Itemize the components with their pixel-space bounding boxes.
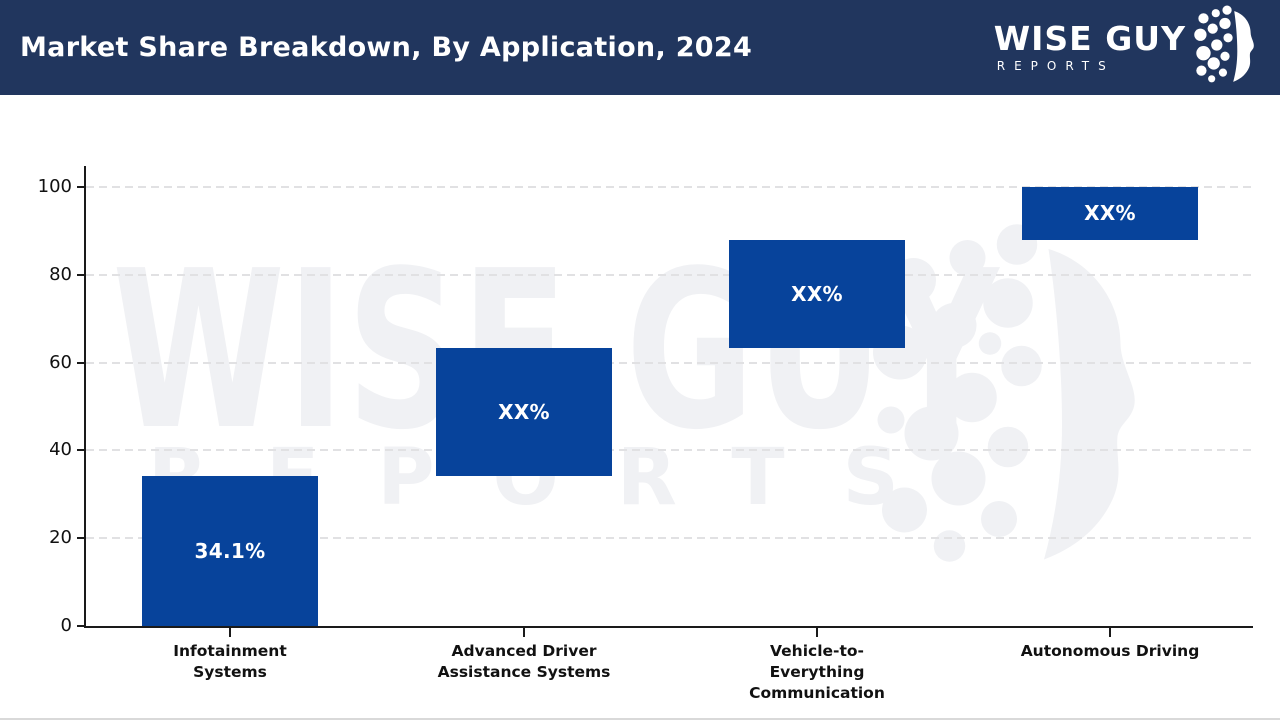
y-tick-label-0: 0 [60, 615, 72, 636]
y-tick-label-100: 100 [37, 176, 72, 197]
bar-label-infotainment: 34.1% [194, 539, 266, 564]
y-axis-spine [84, 166, 86, 628]
brand-subname: REPORTS [996, 59, 1115, 73]
x-axis-label-infotainment: Infotainment Systems [173, 642, 287, 681]
gridline-80 [86, 273, 1253, 276]
x-tick-advanced-driver [523, 628, 525, 637]
bar-vehicle-to: XX% [729, 239, 905, 348]
y-tick-40 [77, 449, 84, 452]
y-tick-label-20: 20 [49, 527, 72, 549]
y-tick-60 [77, 361, 84, 364]
bar-infotainment: 34.1% [142, 476, 318, 626]
x-axis-label-autonomous-driving: Autonomous Driving [1020, 642, 1200, 660]
x-tick-autonomous-driving [1109, 628, 1111, 637]
gridline-60 [86, 361, 1253, 364]
x-axis-label-vehicle-to: Vehicle-to- Everything Communication [749, 642, 885, 702]
watermark-head-profile-icon [848, 222, 1168, 586]
bar-advanced-driver: XX% [436, 347, 612, 477]
bar-label-vehicle-to: XX% [791, 281, 843, 306]
brand-logo-text: WISE GUY REPORTS [993, 19, 1186, 74]
y-tick-label-60: 60 [49, 351, 72, 373]
page-title: Market Share Breakdown, By Application, … [20, 32, 753, 63]
y-tick-80 [77, 273, 84, 276]
x-axis-spine [84, 626, 1253, 628]
chart-plot-area: 0 20 40 60 80 100 34.1% Infotainment Systems XX%… [0, 95, 1280, 718]
y-tick-100 [77, 186, 84, 188]
header-band: Market Share Breakdown, By Application, … [0, 0, 1280, 95]
gridline-100 [86, 186, 1253, 188]
y-tick-0 [77, 625, 84, 627]
y-tick-label-80: 80 [49, 263, 72, 285]
bar-label-advanced-driver: XX% [498, 399, 550, 424]
x-axis-label-advanced-driver: Advanced Driver Assistance Systems [437, 642, 611, 681]
y-tick-label-40: 40 [49, 439, 72, 461]
gridline-40 [86, 449, 1253, 452]
bar-autonomous-driving: XX% [1022, 187, 1198, 240]
y-tick-20 [77, 537, 84, 540]
brand-logo: WISE GUY REPORTS [994, 5, 1258, 91]
gridline-20 [86, 537, 1253, 540]
x-tick-infotainment [229, 628, 231, 637]
bar-label-autonomous-driving: XX% [1084, 201, 1136, 226]
x-tick-vehicle-to [816, 628, 818, 637]
head-profile-icon [1192, 5, 1258, 91]
brand-name: WISE GUY [993, 19, 1186, 58]
